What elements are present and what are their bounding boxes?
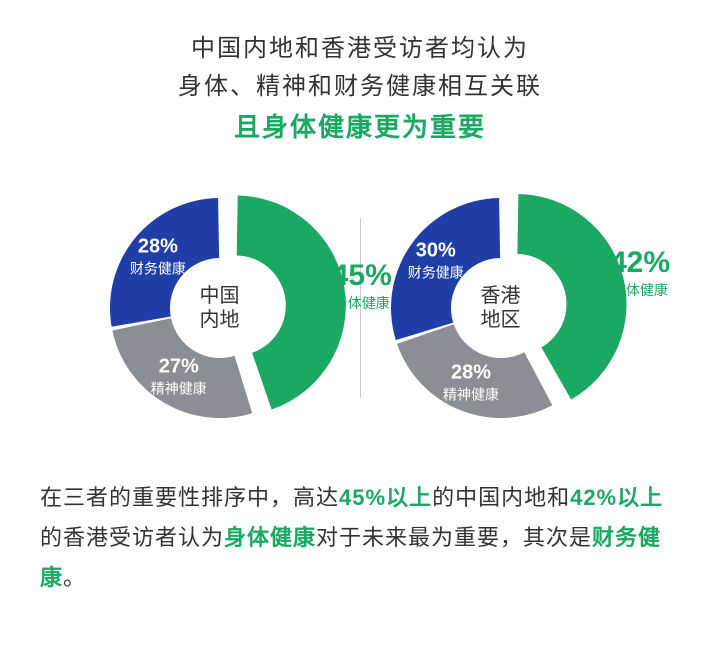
header-line-1: 中国内地和香港受访者均认为 — [40, 30, 680, 68]
header: 中国内地和香港受访者均认为 身体、精神和财务健康相互关联 且身体健康更为重要 — [40, 30, 680, 148]
plain-text: 的香港受访者认为 — [40, 525, 224, 550]
plain-text: 对于未来最为重要，其次是 — [316, 525, 592, 550]
donut-slice — [396, 325, 551, 419]
plain-text: 的中国内地和 — [432, 485, 570, 510]
donut-slice — [391, 198, 500, 340]
header-line-2: 身体、精神和财务健康相互关联 — [40, 68, 680, 106]
donut-slice — [236, 196, 345, 410]
plain-text: 。 — [63, 565, 86, 590]
plain-text: 在三者的重要性排序中，高达 — [40, 485, 339, 510]
donut-chart-mainland: 45%身体健康27%精神健康28%财务健康中国 内地 — [80, 188, 360, 428]
donut-svg — [80, 188, 360, 428]
highlight-text: 身体健康 — [224, 525, 316, 550]
donut-slice — [517, 194, 626, 399]
highlight-text: 45%以上 — [339, 485, 432, 510]
highlight-text: 42%以上 — [570, 485, 663, 510]
header-line-3: 且身体健康更为重要 — [40, 107, 680, 149]
donut-chart-hongkong: 42%身体健康28%精神健康30%财务健康香港 地区 — [361, 188, 641, 428]
donut-slice — [112, 319, 252, 419]
bottom-paragraph: 在三者的重要性排序中，高达45%以上的中国内地和42%以上的香港受访者认为身体健… — [40, 478, 680, 597]
donut-slice — [109, 198, 218, 327]
charts-row: 45%身体健康27%精神健康28%财务健康中国 内地 42%身体健康28%精神健… — [40, 188, 680, 428]
donut-svg — [361, 188, 641, 428]
